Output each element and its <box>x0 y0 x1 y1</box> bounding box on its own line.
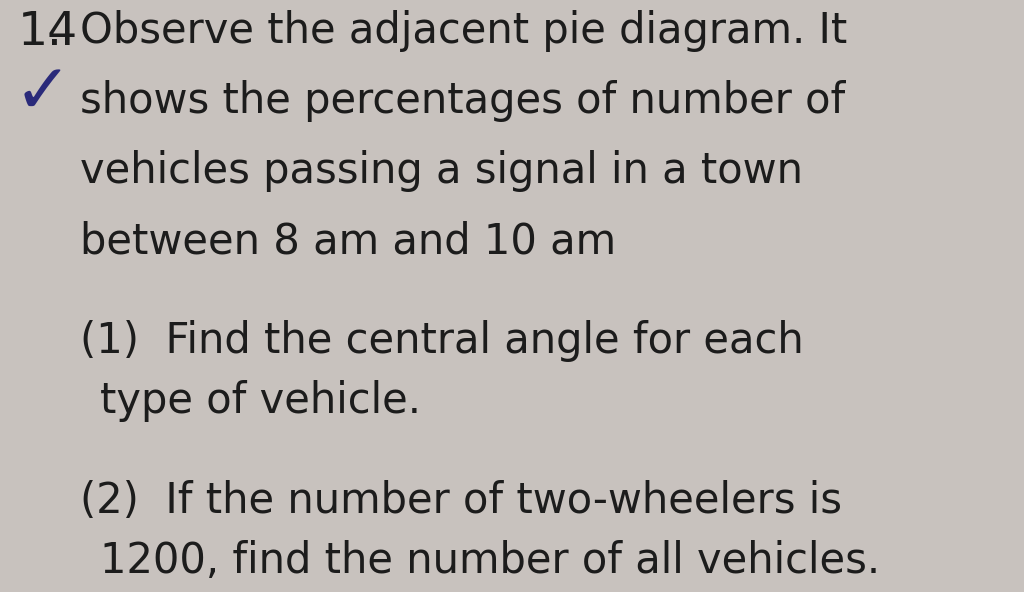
Text: Observe the adjacent pie diagram. It: Observe the adjacent pie diagram. It <box>80 10 847 52</box>
Text: 14: 14 <box>18 10 78 55</box>
Text: ✓: ✓ <box>14 60 73 127</box>
Text: vehicles passing a signal in a town: vehicles passing a signal in a town <box>80 150 803 192</box>
Text: 1200, find the number of all vehicles.: 1200, find the number of all vehicles. <box>100 540 880 582</box>
Text: .: . <box>47 10 62 55</box>
Text: type of vehicle.: type of vehicle. <box>100 380 421 422</box>
Text: between 8 am and 10 am: between 8 am and 10 am <box>80 220 616 262</box>
Text: (2)  If the number of two-wheelers is: (2) If the number of two-wheelers is <box>80 480 842 522</box>
Text: (1)  Find the central angle for each: (1) Find the central angle for each <box>80 320 804 362</box>
Text: shows the percentages of number of: shows the percentages of number of <box>80 80 845 122</box>
